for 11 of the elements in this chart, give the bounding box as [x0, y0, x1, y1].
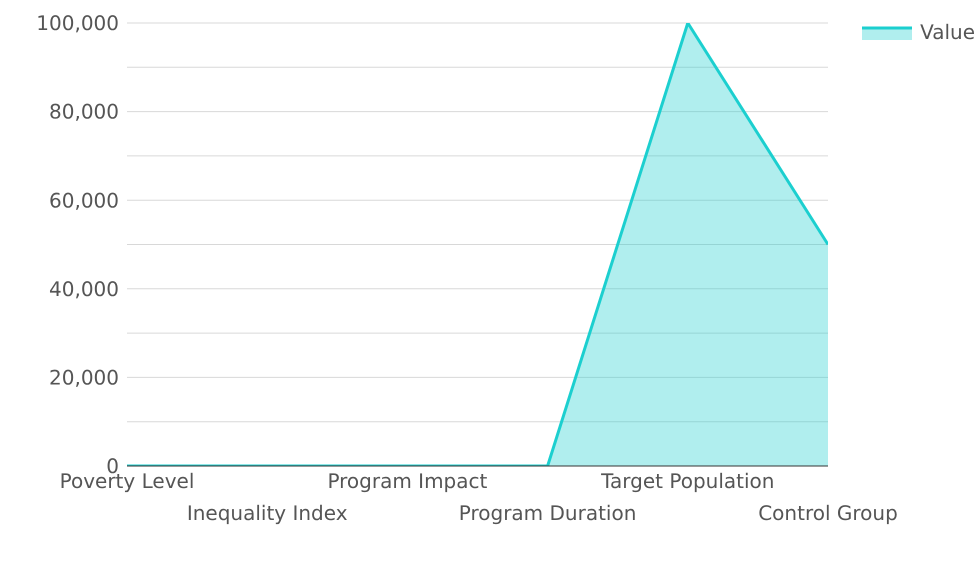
y-tick-label: 80,000 — [49, 100, 119, 124]
legend-label: Value — [920, 20, 975, 44]
y-tick-label: 100,000 — [36, 11, 119, 36]
y-tick-label: 40,000 — [49, 276, 119, 301]
x-tick-label: Target Population — [600, 469, 774, 493]
y-tick-label: 20,000 — [49, 366, 119, 390]
x-tick-label: Inequality Index — [186, 501, 348, 525]
x-tick-label: Program Duration — [458, 501, 636, 525]
y-tick-label: 60,000 — [49, 188, 119, 212]
x-tick-label: Control Group — [758, 501, 898, 525]
x-tick-label: Program Impact — [327, 469, 488, 493]
